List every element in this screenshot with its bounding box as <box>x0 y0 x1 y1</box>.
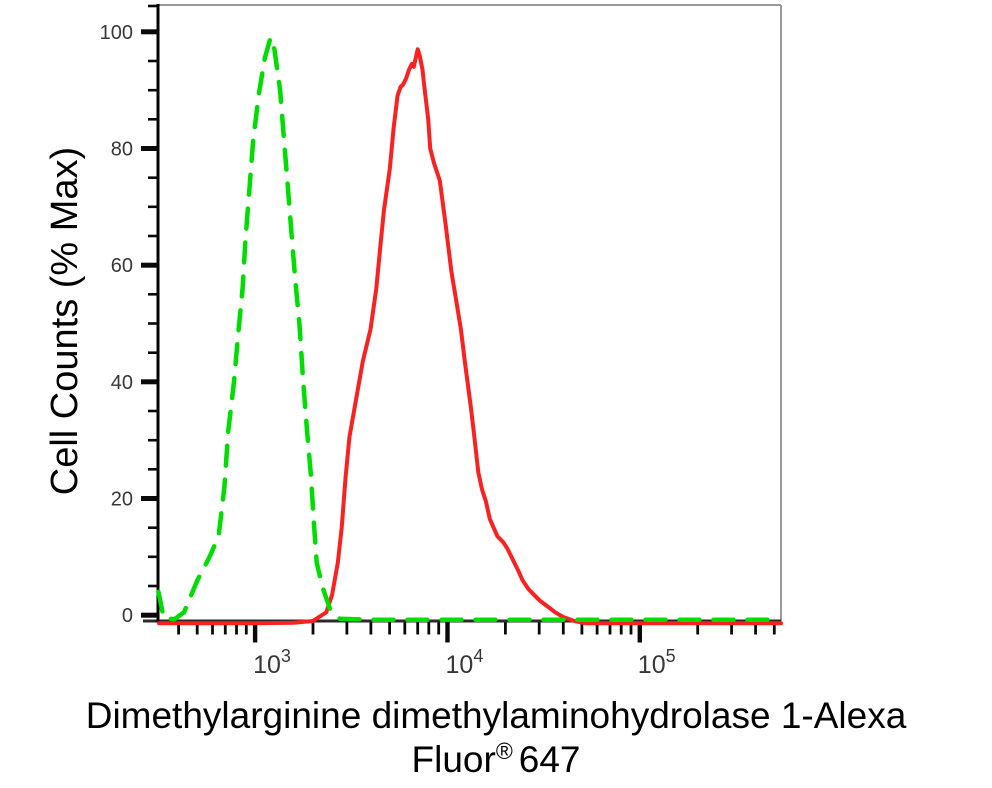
series-green-dashed-control <box>156 35 784 623</box>
svg-text:100: 100 <box>100 22 133 44</box>
svg-text:103: 103 <box>253 646 291 679</box>
svg-text:105: 105 <box>638 646 676 679</box>
svg-text:104: 104 <box>446 646 484 679</box>
svg-text:60: 60 <box>111 255 133 277</box>
svg-text:20: 20 <box>111 489 133 511</box>
plot-area: 0 20 40 60 80 100 103 104 105 <box>100 4 784 679</box>
svg-text:80: 80 <box>111 139 133 161</box>
svg-text:40: 40 <box>111 372 133 394</box>
x-axis-tick-labels: 103 104 105 <box>253 646 676 679</box>
y-axis-tick-labels: 0 20 40 60 80 100 <box>100 22 133 627</box>
x-axis-title: Dimethylarginine dimethylaminohydrolase … <box>0 694 992 786</box>
registered-trademark-symbol: ® <box>495 738 513 764</box>
x-axis-title-line2-word: Fluor <box>411 739 496 780</box>
x-axis-ticks <box>177 622 776 643</box>
x-axis-title-line1: Dimethylarginine dimethylaminohydrolase … <box>85 695 907 736</box>
svg-text:0: 0 <box>122 605 133 627</box>
y-axis-title: Cell Counts (% Max) <box>44 146 86 496</box>
y-axis-ticks <box>141 4 158 618</box>
series-red-solid-stained <box>157 47 783 626</box>
x-axis-title-line2-number: 647 <box>518 739 581 780</box>
